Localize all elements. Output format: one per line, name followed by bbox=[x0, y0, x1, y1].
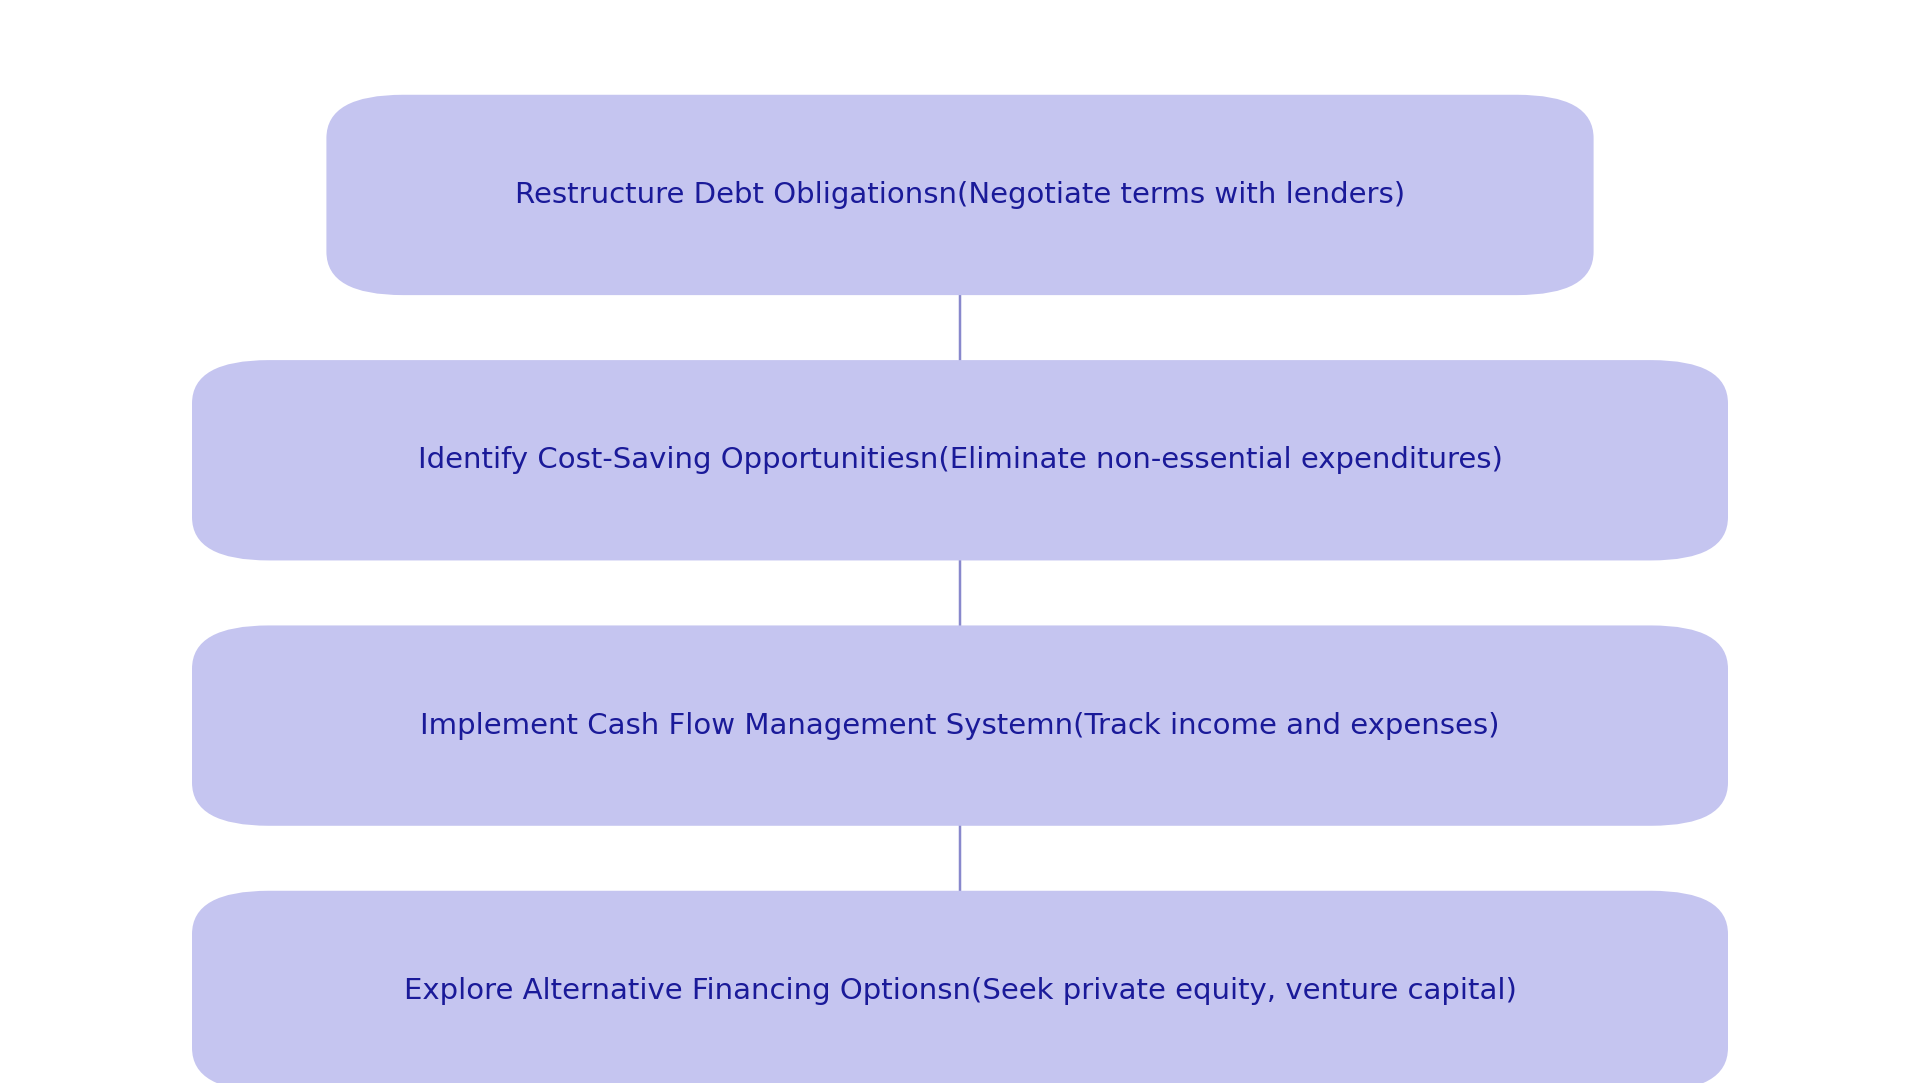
Text: Explore Alternative Financing Optionsn(Seek private equity, venture capital): Explore Alternative Financing Optionsn(S… bbox=[403, 977, 1517, 1005]
Text: Identify Cost-Saving Opportunitiesn(Eliminate non-essential expenditures): Identify Cost-Saving Opportunitiesn(Elim… bbox=[417, 446, 1503, 474]
Text: Restructure Debt Obligationsn(Negotiate terms with lenders): Restructure Debt Obligationsn(Negotiate … bbox=[515, 181, 1405, 209]
FancyBboxPatch shape bbox=[326, 95, 1594, 296]
FancyBboxPatch shape bbox=[192, 890, 1728, 1083]
FancyBboxPatch shape bbox=[192, 360, 1728, 561]
Text: Implement Cash Flow Management Systemn(Track income and expenses): Implement Cash Flow Management Systemn(T… bbox=[420, 712, 1500, 740]
FancyBboxPatch shape bbox=[192, 626, 1728, 825]
